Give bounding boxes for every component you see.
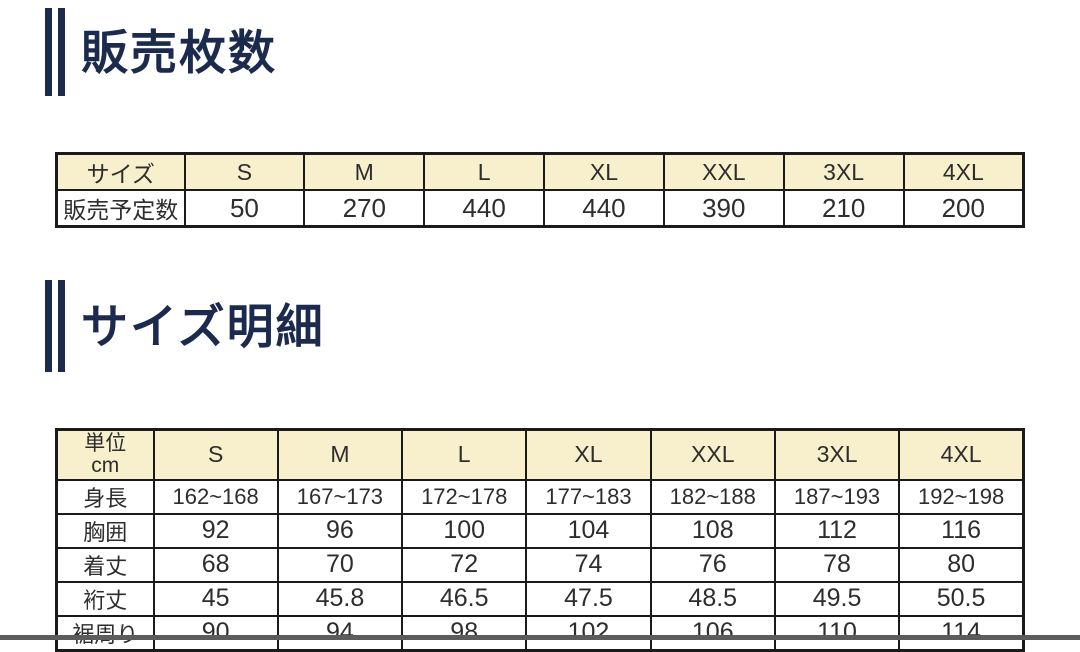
size-row-chest: 胸囲 92 96 100 104 108 112 116 [55,512,1025,549]
sizes-header-l: L [401,428,528,481]
size-row-label: 裾周り [55,614,155,651]
size-row-height: 身長 162~168 167~173 172~178 177~183 182~1… [55,478,1025,515]
cell: 108 [649,512,776,549]
size-row-label: 胸囲 [55,512,155,549]
sales-data-row: 販売予定数 50 270 440 440 390 210 200 [55,189,1025,228]
cell: 68 [152,546,279,583]
cell: 49.5 [773,580,901,617]
double-bar-icon [45,8,65,96]
unit-label-line1: 単位 [84,431,127,455]
cell: 172~178 [401,478,528,515]
sales-value-3xl: 210 [782,189,905,228]
cell: 90 [152,614,279,651]
sales-header-4xl: 4XL [902,152,1025,191]
sales-value-l: 440 [423,189,546,228]
sales-header-m: M [303,152,426,191]
cell: 167~173 [276,478,404,515]
size-row-length: 着丈 68 70 72 74 76 78 80 [55,546,1025,583]
unit-label-line2: cm [91,453,120,477]
sales-header-s: S [183,152,306,191]
cell: 72 [401,546,528,583]
sizes-header-s: S [152,428,279,481]
section-sales: 販売枚数 [45,8,277,96]
cell: 94 [276,614,404,651]
cell: 112 [773,512,901,549]
cell: 114 [898,614,1025,651]
sizes-header-4xl: 4XL [898,428,1025,481]
cell: 48.5 [649,580,776,617]
sales-header-xxl: XXL [662,152,785,191]
cell: 187~193 [773,478,901,515]
cell: 110 [773,614,901,651]
sizes-header-row: 単位 cm S M L XL XXL 3XL 4XL [55,428,1025,481]
cell: 106 [649,614,776,651]
cell: 162~168 [152,478,279,515]
double-bar-icon [45,280,65,372]
size-row-label: 着丈 [55,546,155,583]
cell: 46.5 [401,580,528,617]
size-row-label: 身長 [55,478,155,515]
cell: 177~183 [525,478,652,515]
cell: 45 [152,580,279,617]
cell: 102 [525,614,652,651]
size-row-sleeve: 裄丈 45 45.8 46.5 47.5 48.5 49.5 50.5 [55,580,1025,617]
cell: 78 [773,546,901,583]
sales-value-xl: 440 [543,189,665,228]
sales-value-m: 270 [303,189,426,228]
sizes-header-3xl: 3XL [773,428,901,481]
cell: 74 [525,546,652,583]
section-sizes: サイズ明細 [45,280,325,372]
cell: 45.8 [276,580,404,617]
sizes-header-m: M [276,428,404,481]
sizes-header-unit: 単位 cm [55,428,155,481]
sales-header-xl: XL [543,152,665,191]
cell: 116 [898,512,1025,549]
section-title-sales: 販売枚数 [81,25,277,79]
sales-value-4xl: 200 [902,189,1025,228]
cell: 70 [276,546,404,583]
size-detail-table: 単位 cm S M L XL XXL 3XL 4XL 身長 162~168 16… [55,428,1025,652]
sales-header-l: L [423,152,546,191]
cell: 192~198 [898,478,1025,515]
sales-header-row: サイズ S M L XL XXL 3XL 4XL [55,152,1025,191]
cell: 98 [401,614,528,651]
size-row-hem: 裾周り 90 94 98 102 106 110 114 [55,614,1025,651]
sales-quantity-table: サイズ S M L XL XXL 3XL 4XL 販売予定数 50 270 44… [55,152,1025,228]
cell: 182~188 [649,478,776,515]
sizes-header-xl: XL [525,428,652,481]
sales-value-xxl: 390 [662,189,785,228]
cell: 50.5 [898,580,1025,617]
sales-header-size-label: サイズ [55,152,186,191]
size-row-label: 裄丈 [55,580,155,617]
cell: 80 [898,546,1025,583]
cell: 76 [649,546,776,583]
sales-row-label: 販売予定数 [55,189,186,228]
cell: 96 [276,512,404,549]
cell: 100 [401,512,528,549]
section-title-sizes: サイズ明細 [81,299,325,353]
cell: 104 [525,512,652,549]
sales-value-s: 50 [183,189,306,228]
cell: 47.5 [525,580,652,617]
cell: 92 [152,512,279,549]
sizes-header-xxl: XXL [649,428,776,481]
photo-edge-bar [0,635,1080,640]
sales-header-3xl: 3XL [782,152,905,191]
